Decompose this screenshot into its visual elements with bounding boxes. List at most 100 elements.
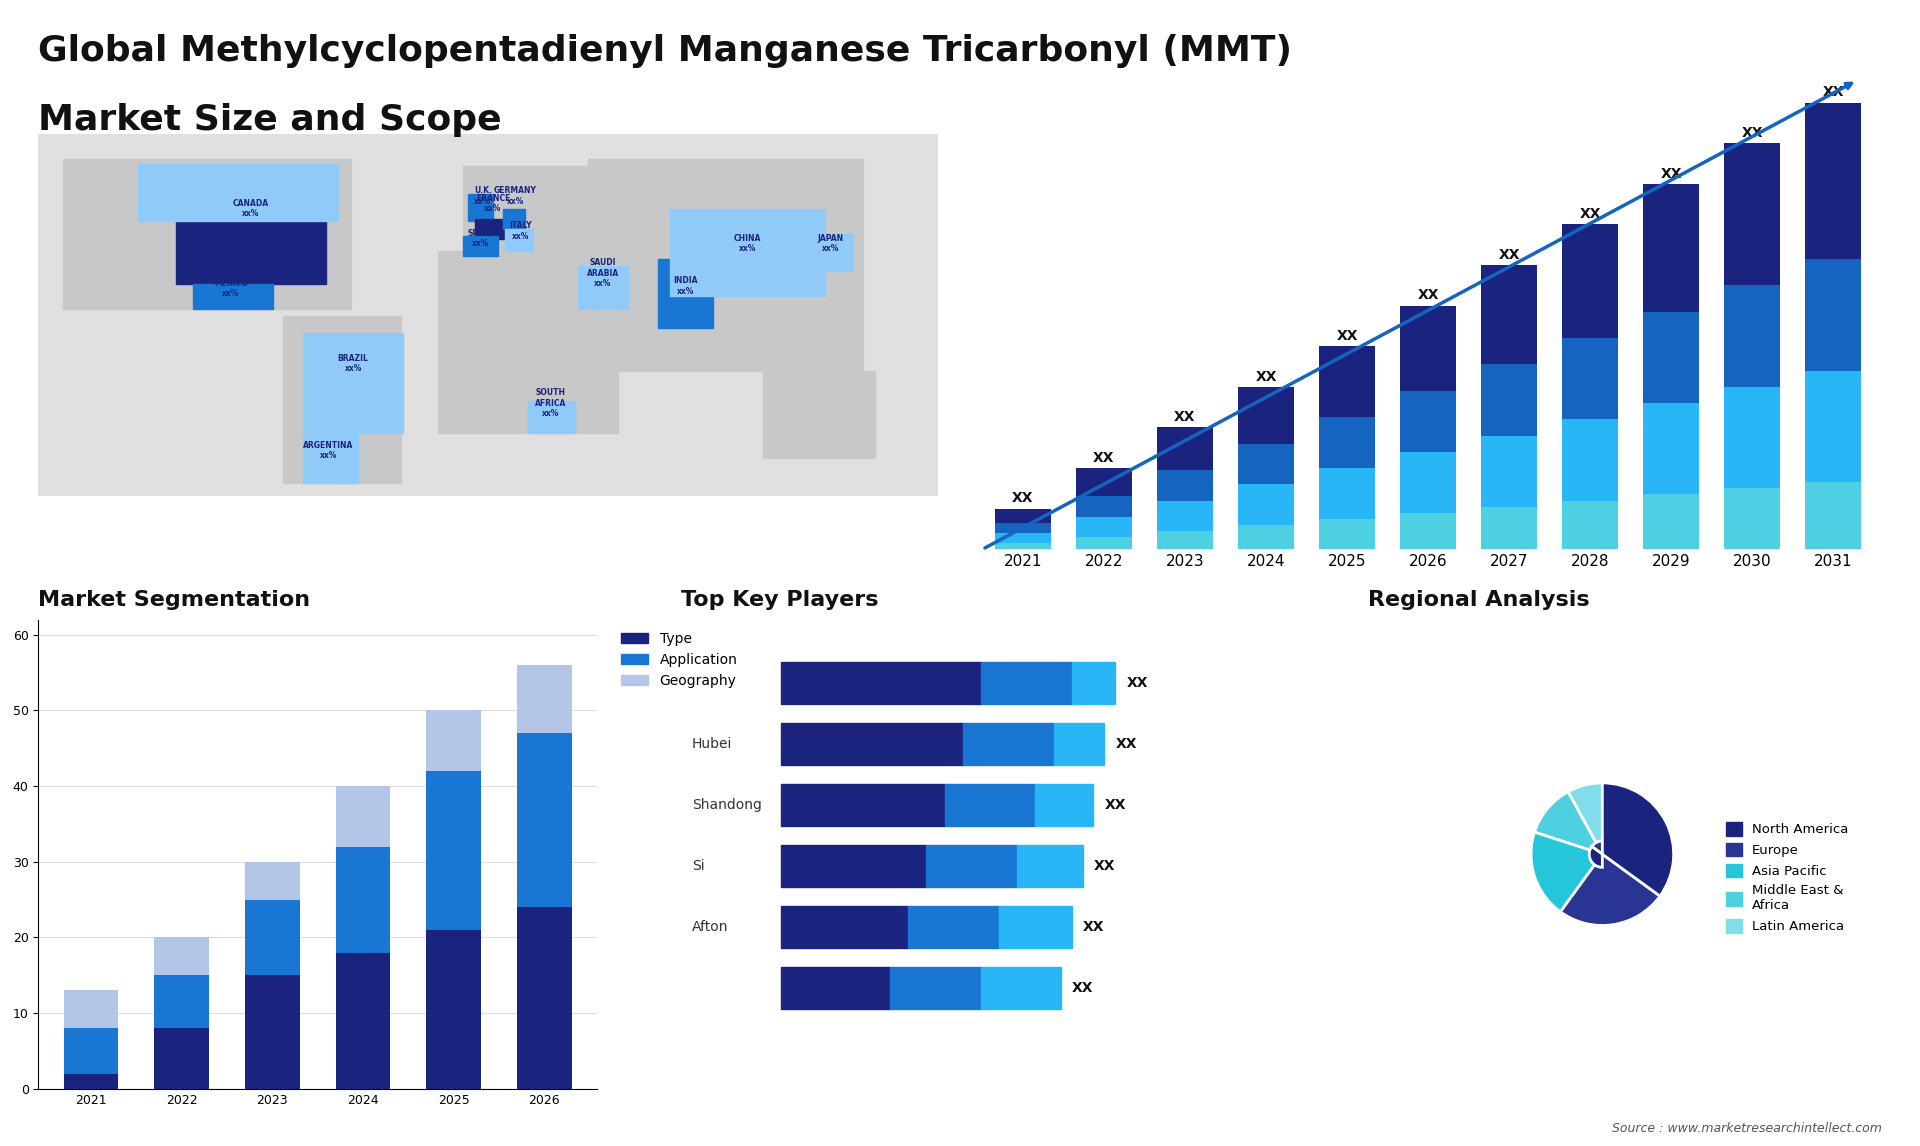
Bar xyxy=(995,543,1052,549)
Bar xyxy=(1238,387,1294,444)
Polygon shape xyxy=(463,236,497,256)
Text: Si: Si xyxy=(691,858,705,873)
Bar xyxy=(1156,531,1213,549)
FancyBboxPatch shape xyxy=(781,845,927,887)
Bar xyxy=(1644,183,1699,312)
Polygon shape xyxy=(468,194,493,221)
Text: XX: XX xyxy=(1116,737,1137,751)
Text: CHINA
xx%: CHINA xx% xyxy=(733,234,762,253)
Polygon shape xyxy=(659,259,712,329)
Text: CANADA
xx%: CANADA xx% xyxy=(232,198,269,218)
Text: Shandong: Shandong xyxy=(691,798,762,811)
FancyBboxPatch shape xyxy=(908,905,998,948)
Bar xyxy=(995,533,1052,543)
FancyBboxPatch shape xyxy=(1018,845,1083,887)
Polygon shape xyxy=(194,283,273,308)
Text: INDIA
xx%: INDIA xx% xyxy=(674,276,697,296)
Text: SAUDI
ARABIA
xx%: SAUDI ARABIA xx% xyxy=(588,258,618,288)
Text: Market Size and Scope: Market Size and Scope xyxy=(38,103,501,138)
Text: XX: XX xyxy=(1580,207,1601,221)
Bar xyxy=(516,665,572,733)
Polygon shape xyxy=(303,433,359,484)
FancyBboxPatch shape xyxy=(781,784,945,826)
Text: XX: XX xyxy=(1336,329,1357,343)
Bar xyxy=(1075,468,1133,496)
Bar xyxy=(1319,519,1375,549)
Wedge shape xyxy=(1534,792,1615,865)
Bar xyxy=(1805,102,1860,259)
FancyBboxPatch shape xyxy=(1054,723,1104,766)
Text: Global Methylcyclopentadienyl Manganese Tricarbonyl (MMT): Global Methylcyclopentadienyl Manganese … xyxy=(38,34,1292,69)
Bar xyxy=(1724,488,1780,549)
Bar xyxy=(1644,494,1699,549)
Text: JAPAN
xx%: JAPAN xx% xyxy=(818,234,843,253)
Bar xyxy=(1319,417,1375,468)
Legend: North America, Europe, Asia Pacific, Middle East &
Africa, Latin America: North America, Europe, Asia Pacific, Mid… xyxy=(1720,817,1853,939)
Text: SPAIN
xx%: SPAIN xx% xyxy=(468,229,493,248)
Wedge shape xyxy=(1530,832,1615,912)
Bar xyxy=(1561,225,1619,338)
Bar xyxy=(1238,444,1294,485)
Bar xyxy=(1400,391,1457,452)
FancyBboxPatch shape xyxy=(891,967,981,1008)
Text: XX: XX xyxy=(1071,981,1094,995)
Bar xyxy=(1561,338,1619,419)
Bar xyxy=(1319,346,1375,417)
Polygon shape xyxy=(438,251,618,433)
Bar xyxy=(1156,501,1213,531)
Text: XX: XX xyxy=(1083,920,1104,934)
Text: XX: XX xyxy=(1104,798,1127,811)
Text: Source : www.marketresearchintellect.com: Source : www.marketresearchintellect.com xyxy=(1611,1122,1882,1135)
Polygon shape xyxy=(303,333,403,433)
Bar xyxy=(1075,537,1133,549)
Text: XX: XX xyxy=(1012,492,1033,505)
Bar xyxy=(1480,364,1538,435)
FancyBboxPatch shape xyxy=(1071,662,1116,704)
Text: GERMANY
xx%: GERMANY xx% xyxy=(493,186,538,205)
Text: XX: XX xyxy=(1661,166,1682,181)
FancyBboxPatch shape xyxy=(781,967,891,1008)
Bar xyxy=(154,937,209,975)
FancyBboxPatch shape xyxy=(781,723,962,766)
FancyBboxPatch shape xyxy=(1035,784,1094,826)
Bar xyxy=(1400,306,1457,391)
Polygon shape xyxy=(503,209,526,228)
Bar xyxy=(1561,419,1619,501)
Legend: Type, Application, Geography: Type, Application, Geography xyxy=(614,627,743,693)
Text: U.K.
xx%: U.K. xx% xyxy=(474,186,492,205)
Bar xyxy=(1075,517,1133,537)
Bar xyxy=(246,900,300,975)
Text: Top Key Players: Top Key Players xyxy=(682,590,877,610)
Text: ARGENTINA
xx%: ARGENTINA xx% xyxy=(303,441,353,461)
Text: MEXICO
xx%: MEXICO xx% xyxy=(213,278,248,298)
Bar xyxy=(516,733,572,908)
Wedge shape xyxy=(1590,783,1674,896)
Text: Regional Analysis: Regional Analysis xyxy=(1367,590,1590,610)
Polygon shape xyxy=(63,158,351,308)
Text: FRANCE
xx%: FRANCE xx% xyxy=(476,194,511,213)
Bar xyxy=(516,908,572,1089)
Bar xyxy=(426,929,480,1089)
Text: XX: XX xyxy=(1175,410,1196,424)
Bar xyxy=(336,786,390,847)
Bar xyxy=(336,952,390,1089)
Bar xyxy=(1724,387,1780,488)
FancyBboxPatch shape xyxy=(962,723,1054,766)
Text: XX: XX xyxy=(1256,370,1277,384)
Wedge shape xyxy=(1561,841,1661,926)
Text: XX: XX xyxy=(1127,676,1148,690)
FancyBboxPatch shape xyxy=(781,905,908,948)
Text: XX: XX xyxy=(1094,858,1116,873)
Bar xyxy=(995,523,1052,533)
FancyBboxPatch shape xyxy=(945,784,1035,826)
Text: ITALY
xx%: ITALY xx% xyxy=(509,221,532,241)
Bar xyxy=(336,847,390,952)
FancyBboxPatch shape xyxy=(981,662,1071,704)
Text: Market Segmentation: Market Segmentation xyxy=(38,590,311,610)
Text: XX: XX xyxy=(1498,248,1521,261)
Bar xyxy=(1400,512,1457,549)
Bar xyxy=(995,509,1052,523)
FancyBboxPatch shape xyxy=(927,845,1018,887)
Polygon shape xyxy=(810,234,852,272)
Bar xyxy=(1480,265,1538,364)
